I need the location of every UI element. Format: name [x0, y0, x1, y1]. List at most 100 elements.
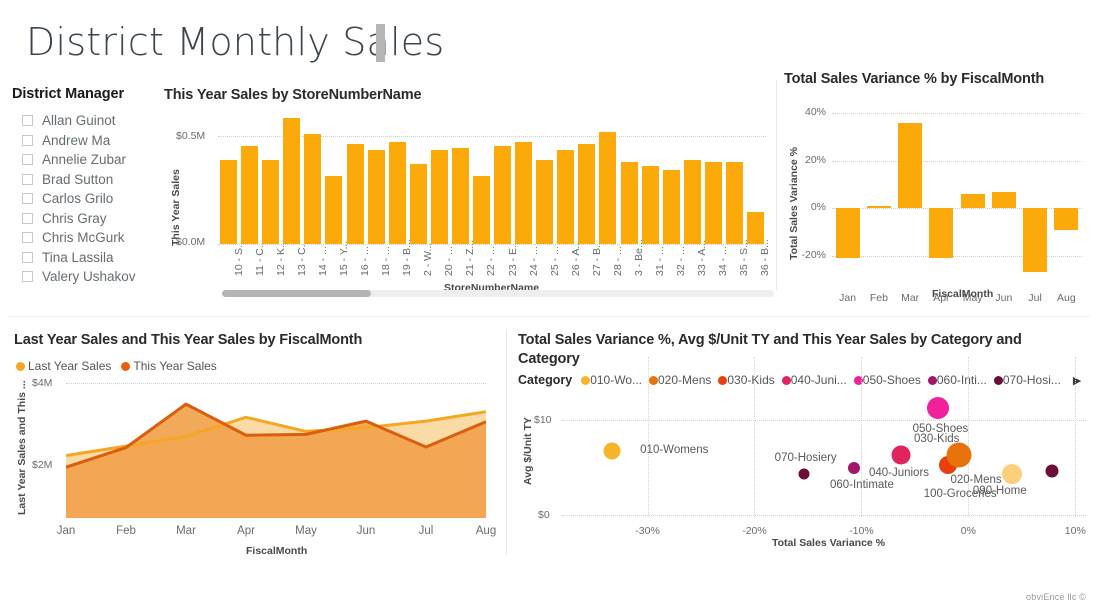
page-title: District Monthly Sales	[26, 20, 445, 64]
table-row[interactable]	[960, 194, 985, 209]
scatter-bubble-5[interactable]	[847, 462, 860, 475]
variance-bar-series[interactable]	[832, 104, 1082, 284]
table-row[interactable]	[241, 146, 259, 244]
table-row[interactable]	[283, 118, 301, 244]
slicer-item-8[interactable]: Valery Ushakov	[12, 267, 164, 286]
checkbox-icon[interactable]	[22, 271, 33, 282]
legend-label-6[interactable]: 070-Hosi...	[1002, 373, 1061, 387]
checkbox-icon[interactable]	[22, 173, 33, 185]
slicer-item-3[interactable]: Brad Sutton	[12, 170, 164, 189]
legend-label-5[interactable]: 060-Inti...	[936, 373, 987, 387]
table-row[interactable]	[346, 144, 364, 244]
table-row[interactable]	[683, 160, 701, 244]
bar-chart-scroll-thumb[interactable]	[222, 290, 372, 297]
checkbox-icon[interactable]	[22, 193, 33, 204]
scatter-legend[interactable]: Category 010-Wo... 020-Mens 030-Kids 040-Ju…	[518, 373, 1081, 387]
slicer-item-6[interactable]: Chris McGurk	[12, 228, 164, 247]
table-row[interactable]	[451, 148, 469, 244]
table-row[interactable]	[991, 191, 1016, 209]
scatter-legend-items[interactable]: 010-Wo... 020-Mens 030-Kids 040-Juni... 050-…	[581, 373, 1068, 387]
table-row[interactable]	[835, 208, 860, 258]
bar-x-tick-label: 14 - ...	[316, 246, 329, 276]
bar-x-tick-label: 21 - Z...	[464, 239, 477, 276]
table-row[interactable]	[262, 160, 280, 244]
table-row[interactable]	[599, 132, 617, 244]
scatter-bubble-3[interactable]	[891, 445, 911, 465]
table-row[interactable]	[557, 150, 575, 244]
checkbox-icon[interactable]	[22, 134, 33, 146]
table-row[interactable]	[704, 162, 722, 244]
table-row[interactable]	[746, 212, 764, 244]
variance-y-axis-title: Total Sales Variance %	[788, 146, 800, 260]
legend-label-0[interactable]: 010-Wo...	[590, 373, 642, 387]
table-row[interactable]	[536, 160, 554, 244]
area-plot-region[interactable]	[65, 383, 487, 518]
legend-label-2[interactable]: 030-Kids	[727, 373, 775, 387]
bar-x-tick-label: 22 - ...	[485, 246, 498, 276]
table-row[interactable]	[472, 176, 490, 244]
checkbox-icon[interactable]	[22, 232, 33, 243]
bar-gridline-zero	[218, 244, 766, 245]
table-row[interactable]	[866, 205, 891, 209]
this-year-line	[65, 402, 487, 469]
slicer-item-2[interactable]: Annelie Zubar	[12, 150, 164, 169]
scatter-bubble-0[interactable]	[603, 442, 621, 460]
table-row[interactable]	[662, 170, 680, 244]
table-row[interactable]	[304, 134, 322, 244]
checkbox-icon[interactable]	[22, 251, 33, 263]
table-row[interactable]	[325, 176, 343, 244]
table-row[interactable]	[898, 122, 923, 209]
table-row[interactable]	[929, 208, 954, 258]
slicer-item-5[interactable]: Chris Gray	[12, 209, 164, 228]
scatter-bubble-4[interactable]	[927, 396, 950, 419]
legend-label-3[interactable]: 040-Juni...	[790, 373, 847, 387]
table-row[interactable]	[578, 144, 596, 244]
table-row[interactable]	[220, 160, 238, 244]
bar-series[interactable]: 10 - S... 11 - C... 12 - K... 13 - C... 14 -…	[218, 114, 771, 276]
legend-label-1[interactable]: 020-Mens	[658, 373, 712, 387]
slicer-item-7[interactable]: Tina Lassila	[12, 248, 164, 267]
checkbox-icon[interactable]	[22, 212, 33, 224]
legend-label-last-year[interactable]: Last Year Sales	[28, 359, 112, 373]
checkbox-icon[interactable]	[22, 115, 33, 126]
legend-dot-3	[781, 375, 791, 385]
scatter-plot-region[interactable]: 010-Womens 020-Mens 030-Kids 040-Juniors 050…	[562, 387, 1086, 517]
this-year-sales-bar-chart: This Year Sales by StoreNumberName This …	[164, 86, 776, 301]
variance-chart-title: Total Sales Variance % by FiscalMonth	[784, 71, 1045, 87]
legend-next-arrow-icon[interactable]: ▶	[1072, 374, 1082, 387]
legend-dot-4	[853, 375, 863, 385]
slicer-item-0[interactable]: Allan Guinot	[12, 111, 164, 130]
table-row[interactable]	[1054, 208, 1079, 230]
legend-label-this-year[interactable]: This Year Sales	[133, 359, 217, 373]
legend-dot-1	[649, 375, 658, 385]
slicer-item-4[interactable]: Carlos Grilo	[12, 189, 164, 208]
scatter-bubble-2[interactable]	[946, 442, 972, 468]
area-x-tick-label: Feb	[116, 525, 136, 537]
bar-x-tick-label: 26 - A...	[569, 239, 582, 276]
table-row[interactable]	[494, 146, 512, 244]
variance-gridline	[832, 255, 1082, 257]
scatter-bubble-7[interactable]	[1002, 463, 1023, 484]
table-row[interactable]	[367, 150, 385, 244]
bar-x-tick-label: 13 - C...	[295, 238, 308, 276]
bar-x-tick-label: 34 - ...	[717, 246, 730, 276]
table-row[interactable]	[515, 142, 533, 244]
checkbox-icon[interactable]	[22, 154, 33, 165]
area-x-tick-label: Jul	[418, 525, 434, 537]
table-row[interactable]	[409, 164, 427, 244]
area-chart-legend[interactable]: Last Year Sales This Year Sales	[16, 359, 224, 373]
table-row[interactable]	[725, 162, 743, 244]
scatter-legend-title: Category	[518, 373, 573, 387]
slicer-item-1[interactable]: Andrew Ma	[12, 131, 164, 150]
scatter-bubble-6[interactable]	[798, 468, 810, 480]
table-row[interactable]	[430, 150, 448, 244]
table-row[interactable]	[641, 166, 659, 244]
legend-dot-6	[993, 375, 1003, 385]
bar-chart-scrollbar[interactable]	[222, 290, 774, 297]
area-x-tick-label: Mar	[176, 525, 196, 537]
table-row[interactable]	[388, 142, 406, 244]
scatter-bubble-8[interactable]	[1045, 464, 1059, 478]
legend-label-4[interactable]: 050-Shoes	[862, 373, 921, 387]
table-row[interactable]	[620, 162, 638, 244]
table-row[interactable]	[1023, 208, 1048, 273]
